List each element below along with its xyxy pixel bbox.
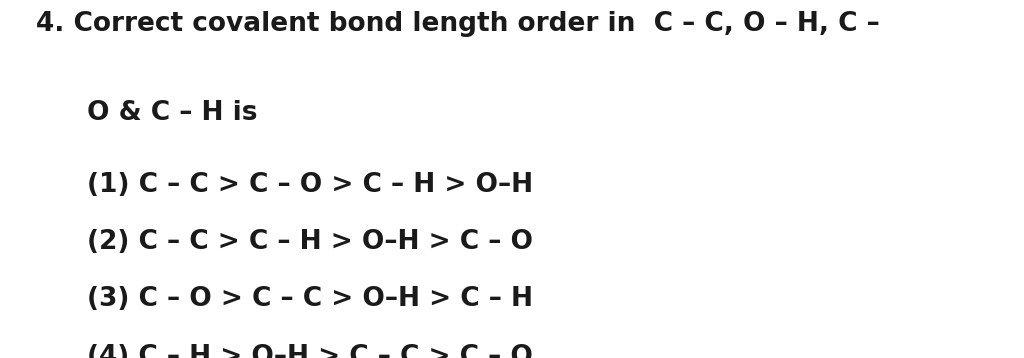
- Text: 4. Correct covalent bond length order in  C – C, O – H, C –: 4. Correct covalent bond length order in…: [36, 11, 880, 37]
- Text: (4) C – H > O–H > C – C > C – O: (4) C – H > O–H > C – C > C – O: [87, 344, 532, 358]
- Text: (3) C – O > C – C > O–H > C – H: (3) C – O > C – C > O–H > C – H: [87, 286, 534, 313]
- Text: (2) C – C > C – H > O–H > C – O: (2) C – C > C – H > O–H > C – O: [87, 229, 534, 255]
- Text: (1) C – C > C – O > C – H > O–H: (1) C – C > C – O > C – H > O–H: [87, 172, 534, 198]
- Text: O & C – H is: O & C – H is: [87, 100, 258, 126]
